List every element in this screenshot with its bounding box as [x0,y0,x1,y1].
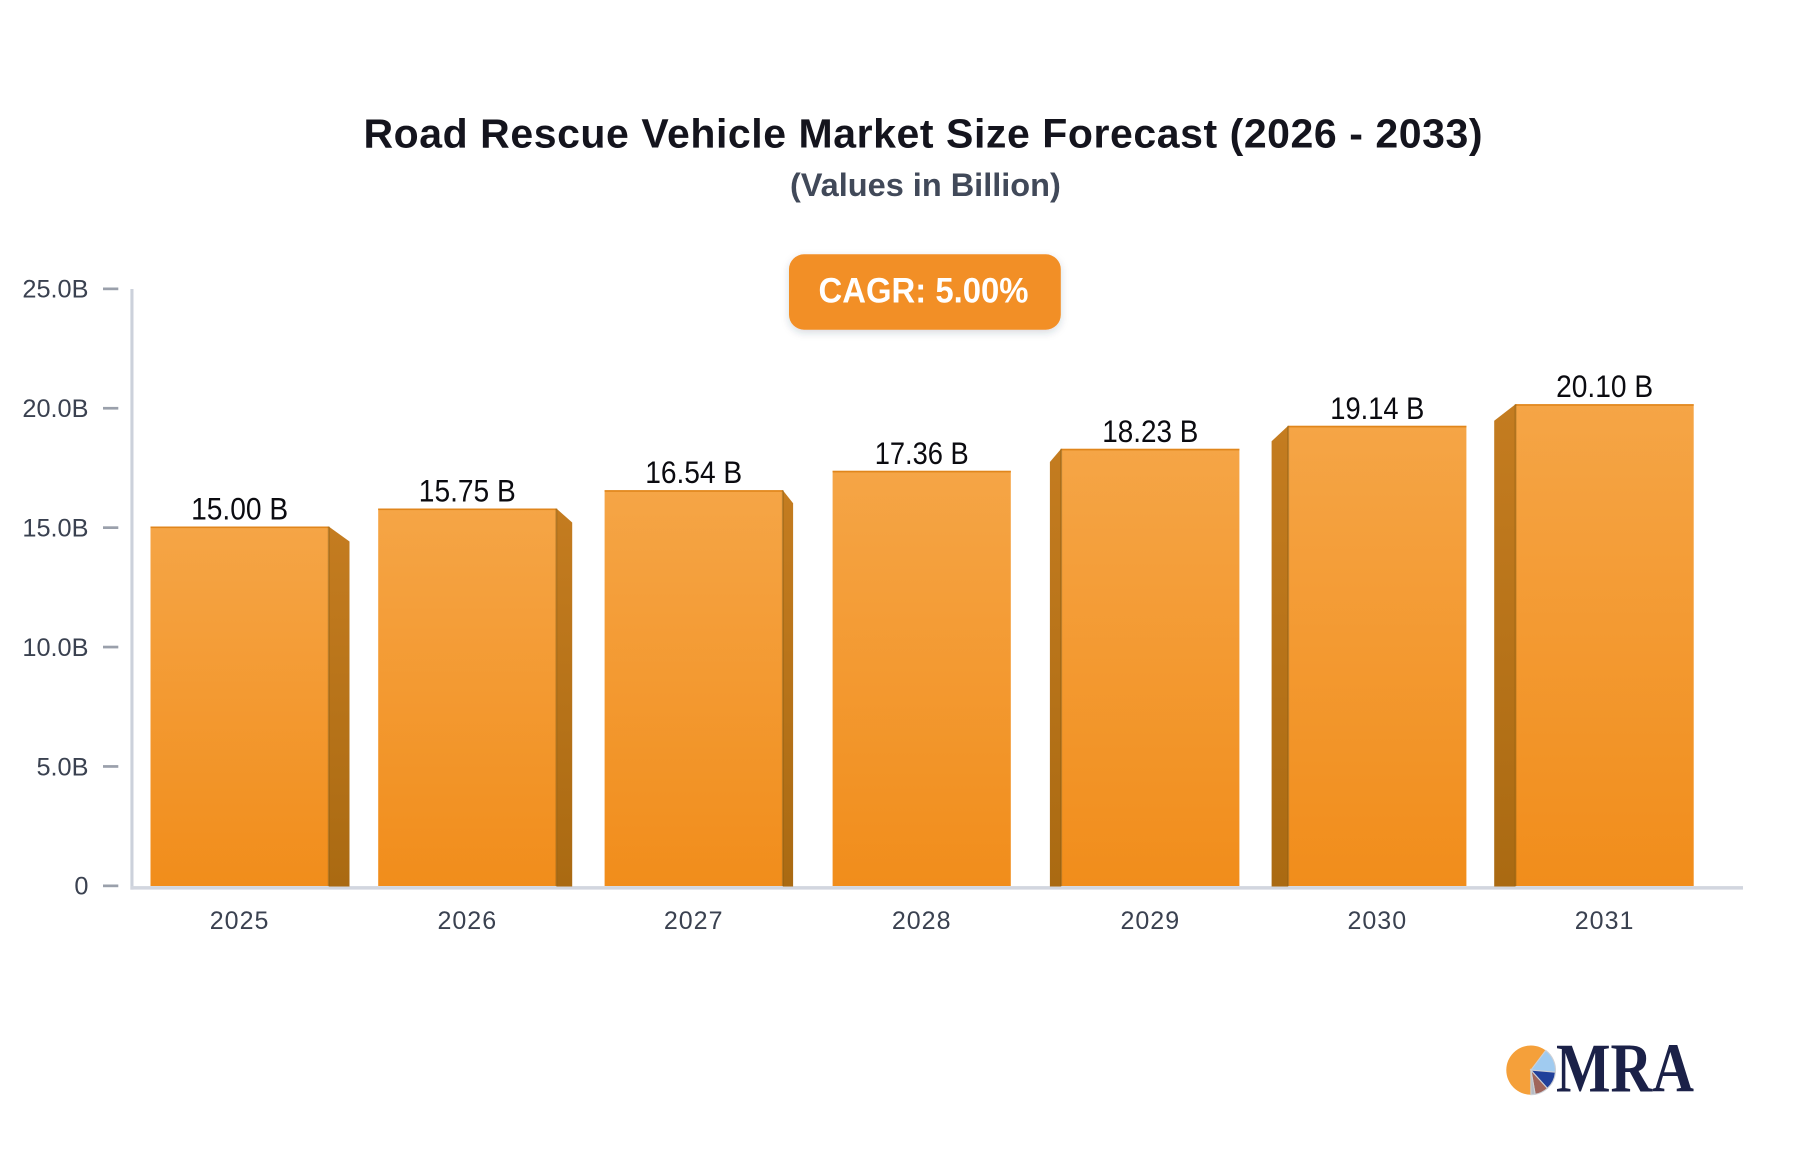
svg-text:10.0B: 10.0B [22,634,88,662]
svg-text:CAGR: 5.00%: CAGR: 5.00% [819,272,1029,311]
svg-text:2030: 2030 [1347,907,1407,935]
svg-text:25.0B: 25.0B [22,276,88,304]
svg-text:2026: 2026 [437,907,497,935]
svg-text:20.10 B: 20.10 B [1556,368,1653,404]
svg-text:2031: 2031 [1575,907,1635,935]
svg-text:19.14 B: 19.14 B [1330,390,1424,426]
svg-text:20.0B: 20.0B [22,395,88,423]
svg-text:2029: 2029 [1120,907,1180,935]
svg-text:15.00 B: 15.00 B [191,491,288,527]
svg-text:15.0B: 15.0B [22,515,88,543]
svg-text:5.0B: 5.0B [36,753,88,781]
svg-text:2025: 2025 [210,907,270,935]
svg-text:0: 0 [74,873,88,901]
svg-text:18.23 B: 18.23 B [1102,413,1198,449]
svg-text:Road Rescue Vehicle Market Siz: Road Rescue Vehicle Market Size Forecast… [364,110,1483,156]
svg-text:17.36 B: 17.36 B [875,435,969,471]
svg-text:(Values in Billion): (Values in Billion) [790,167,1061,203]
svg-text:15.75 B: 15.75 B [419,473,516,509]
svg-text:MRA: MRA [1556,1030,1694,1108]
svg-text:2027: 2027 [664,907,724,935]
svg-text:16.54 B: 16.54 B [645,454,742,490]
svg-text:2028: 2028 [892,907,952,935]
